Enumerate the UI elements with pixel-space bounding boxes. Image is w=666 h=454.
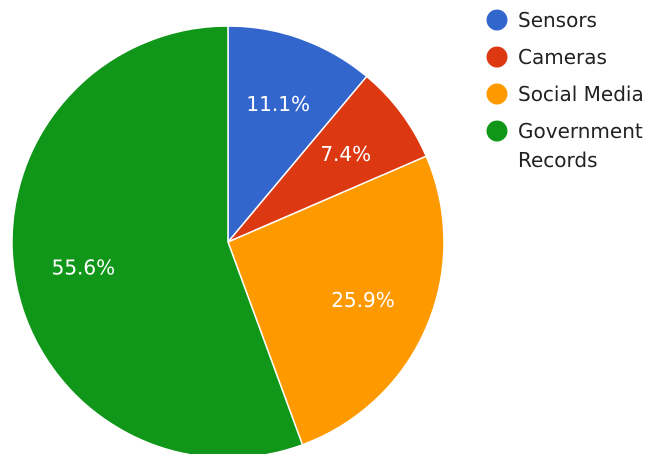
legend-item-government-records[interactable]: Government Records [486,119,643,172]
slice-label-government-records: 55.6% [52,256,116,280]
legend: Sensors Cameras Social Media Government Reco… [486,8,644,172]
legend-label-government-records: Government Records [518,119,643,172]
legend-marker-government-records [486,120,508,142]
legend-item-sensors[interactable]: Sensors [486,8,597,32]
legend-marker-social-media [486,83,508,105]
pie-slice-labels: 11.1% 7.4% 25.9% 55.6% [52,92,395,312]
legend-item-social-media[interactable]: Social Media [486,82,644,106]
pie-slice-cameras[interactable] [227,75,428,243]
pie-slice-sensors[interactable] [227,25,368,245]
legend-marker-cameras [486,46,508,68]
pie-slices [11,25,445,454]
pie-slice-social-media[interactable] [227,155,445,446]
slice-label-sensors: 11.1% [246,92,310,116]
legend-label-sensors: Sensors [518,8,597,32]
slice-label-cameras: 7.4% [320,142,371,166]
legend-marker-sensors [486,9,508,31]
legend-label-cameras: Cameras [518,45,607,69]
slice-label-social-media: 25.9% [331,288,395,312]
legend-item-cameras[interactable]: Cameras [486,45,607,69]
legend-label-social-media: Social Media [518,82,644,106]
pie-slice-government-records[interactable] [11,25,304,454]
